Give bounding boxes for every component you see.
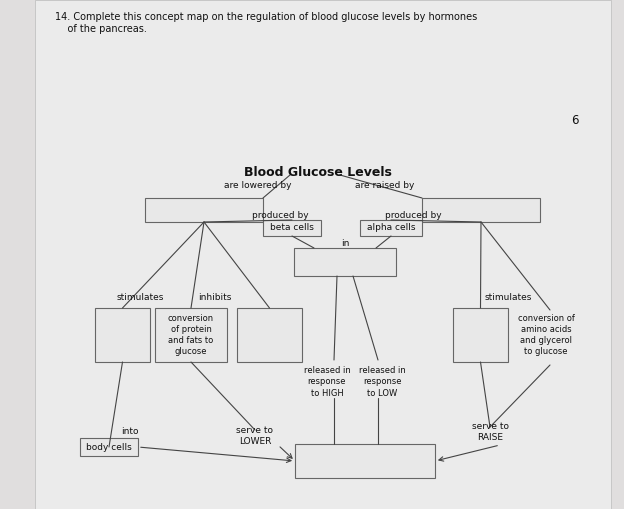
Bar [360,220,422,236]
Text: alpha cells: alpha cells [367,223,415,233]
Text: 14. Complete this concept map on the regulation of blood glucose levels by hormo: 14. Complete this concept map on the reg… [55,12,477,22]
Bar [80,438,138,456]
Text: into: into [121,428,139,437]
Text: beta cells: beta cells [270,223,314,233]
Bar [263,220,321,236]
Bar [95,308,150,362]
Text: serve to
RAISE: serve to RAISE [472,422,509,442]
Bar [422,198,540,222]
Bar [237,308,302,362]
Text: produced by: produced by [251,211,308,219]
Bar [453,308,508,362]
Text: conversion of
amino acids
and glycerol
to glucose: conversion of amino acids and glycerol t… [517,314,575,356]
Text: body cells: body cells [86,442,132,451]
Text: 6: 6 [571,114,578,127]
Bar [295,444,435,478]
Text: Blood Glucose Levels: Blood Glucose Levels [244,165,392,179]
Text: inhibits: inhibits [198,294,232,302]
Text: released in
response
to LOW: released in response to LOW [359,366,406,398]
Text: conversion
of protein
and fats to
glucose: conversion of protein and fats to glucos… [168,314,214,356]
Bar [294,248,396,276]
Bar [145,198,263,222]
Text: released in
response
to HIGH: released in response to HIGH [304,366,350,398]
Text: are lowered by: are lowered by [224,182,292,190]
Bar [155,308,227,362]
Text: produced by: produced by [384,211,441,219]
Text: of the pancreas.: of the pancreas. [55,24,147,34]
Text: serve to
LOWER: serve to LOWER [236,426,273,446]
Text: are raised by: are raised by [355,182,415,190]
Text: in: in [341,240,349,248]
Text: stimulates: stimulates [484,294,532,302]
Text: stimulates: stimulates [116,294,163,302]
